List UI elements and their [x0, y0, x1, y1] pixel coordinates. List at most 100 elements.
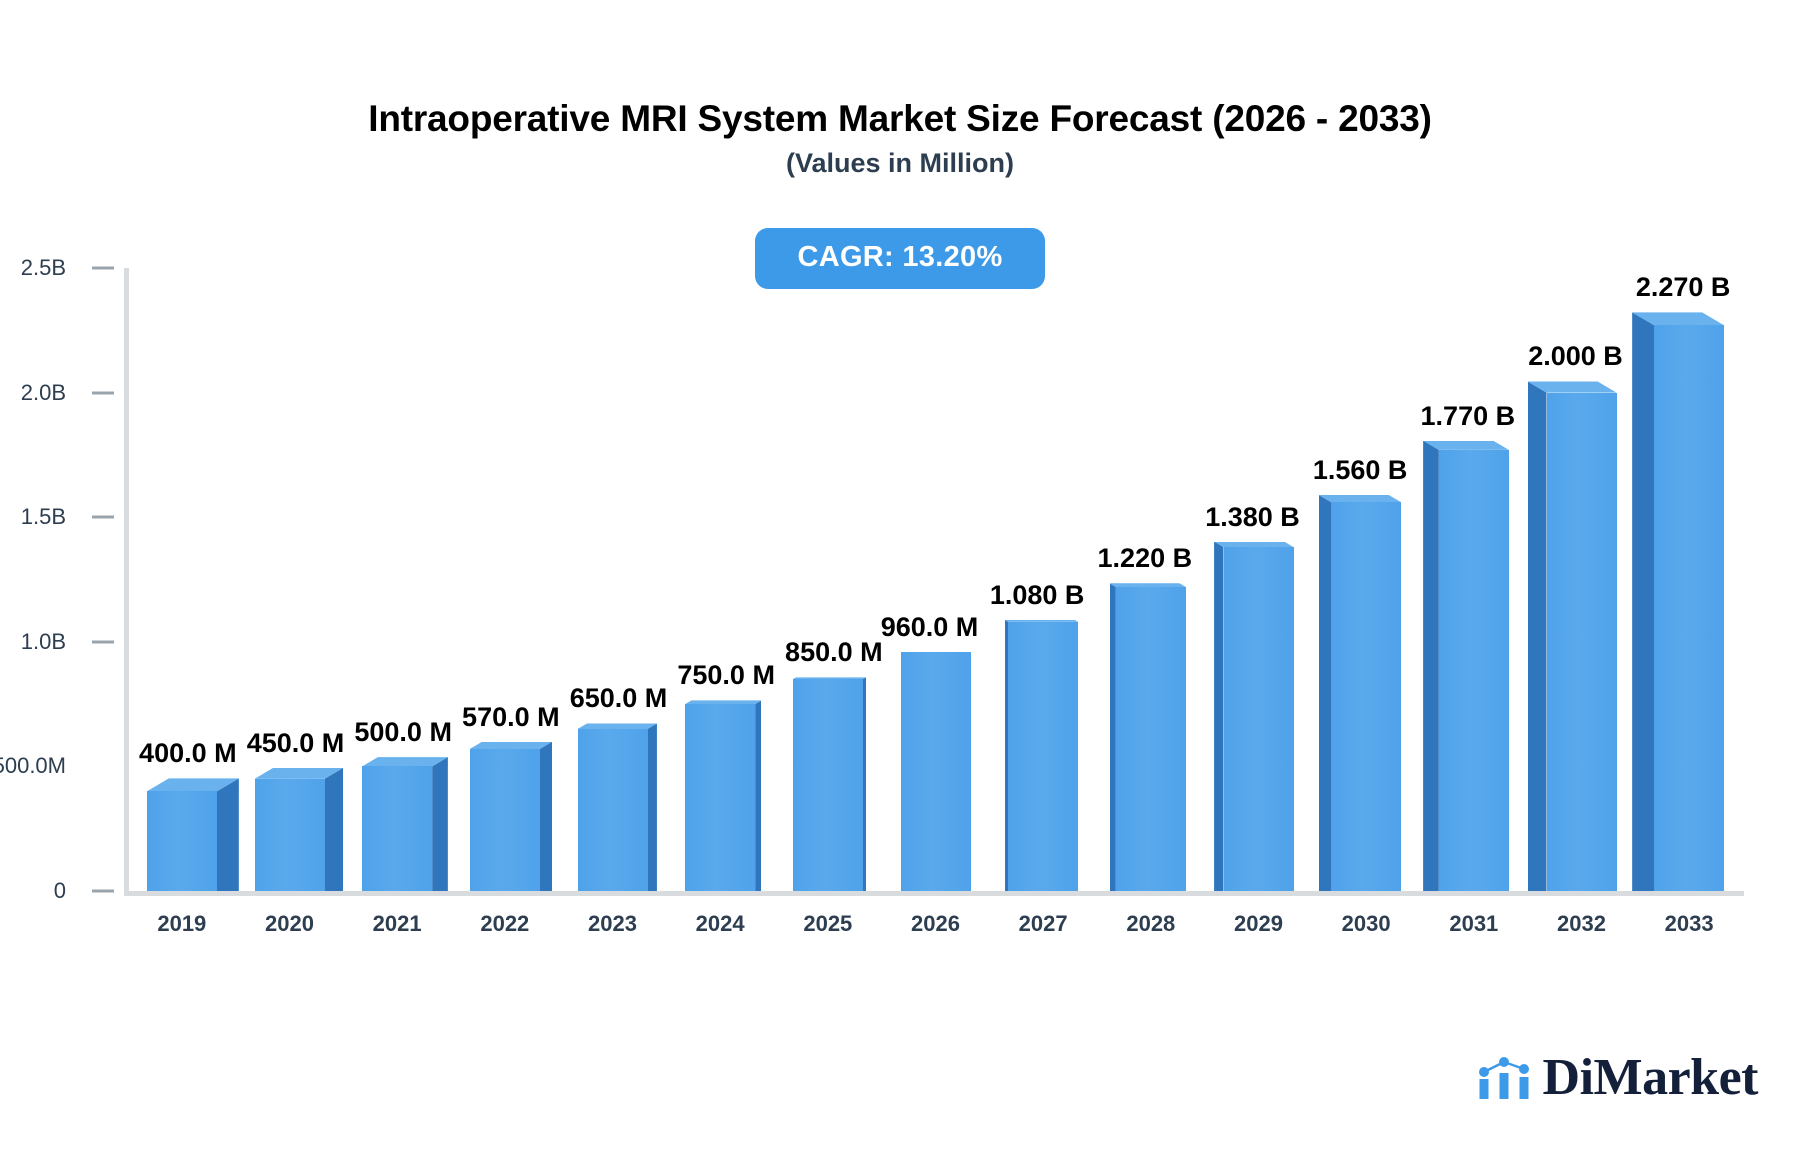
y-axis-tick-label: 0 — [53, 878, 66, 903]
bar-side-face — [1005, 620, 1009, 891]
bar-value-label: 400.0 M — [139, 738, 237, 769]
x-axis-tick-label: 2032 — [1557, 911, 1606, 936]
y-axis-tick-label: 2.5B — [20, 255, 66, 280]
bar-side-face — [432, 757, 448, 891]
bar-side-face — [1109, 583, 1116, 891]
bar-value-label: 650.0 M — [569, 683, 668, 714]
bar-value-label: 1.220 B — [1097, 543, 1193, 574]
bar-column[interactable] — [1005, 620, 1079, 891]
bar-side-face — [1527, 381, 1547, 891]
bar-side-face — [216, 778, 239, 891]
bar-side-face — [862, 677, 866, 891]
y-axis-line — [124, 268, 129, 896]
bar-column[interactable] — [1214, 541, 1294, 891]
bar-top-face — [1632, 312, 1725, 326]
bar-column[interactable] — [1109, 583, 1186, 891]
x-axis-tick-label: 2027 — [1018, 911, 1068, 936]
y-axis-ticks: 0 500.0M 1.0B 1.5B 2.0B 2.5B — [0, 0, 128, 1156]
bar-front-face — [1331, 502, 1402, 891]
bar-front-face — [900, 651, 971, 891]
bar-column[interactable] — [577, 723, 657, 891]
bar-top-face — [685, 700, 762, 705]
x-axis-tick-label: 2022 — [480, 911, 530, 936]
y-axis-tick-mark — [92, 889, 114, 893]
x-axis-tick-label: 2026 — [911, 911, 960, 936]
bar-value-label: 2.000 B — [1528, 341, 1623, 372]
bar-side-face — [1214, 541, 1224, 891]
bar-value-label: 1.380 B — [1205, 501, 1300, 532]
x-axis-tick-label: 2025 — [803, 911, 853, 936]
bar-column[interactable] — [1527, 381, 1617, 891]
y-axis-tick-label: 2.0B — [20, 379, 66, 405]
bar-column[interactable] — [685, 700, 762, 891]
bar-front-face — [1546, 392, 1617, 891]
brand-logo: DiMarket — [1477, 1049, 1759, 1106]
bar-column[interactable] — [469, 741, 553, 891]
y-axis-tick-label: 500.0M — [0, 753, 66, 779]
bar-top-face — [254, 767, 344, 779]
bar-top-face — [577, 723, 657, 730]
x-axis-tick-label: 2030 — [1341, 911, 1391, 936]
x-axis-tick-label: 2024 — [695, 911, 745, 936]
bar-front-face — [577, 729, 648, 891]
chart-title: Intraoperative MRI System Market Size Fo… — [368, 98, 1432, 139]
bar-top-face — [1423, 440, 1509, 450]
x-axis-tick-label: 2033 — [1664, 911, 1714, 936]
bar-column[interactable] — [146, 778, 239, 891]
bar-front-face — [1654, 325, 1725, 891]
cagr-badge-container: CAGR: 13.20% — [0, 228, 1800, 289]
bar-top-face — [469, 741, 553, 749]
bar-front-face — [792, 679, 863, 891]
bar-front-face — [1223, 547, 1294, 891]
bar-front-face — [1115, 586, 1186, 891]
bar-value-label: 750.0 M — [677, 660, 775, 691]
bar-top-face — [792, 677, 866, 680]
x-axis-tick-label: 2020 — [265, 911, 314, 936]
bar-side-face — [324, 767, 344, 891]
cagr-badge: CAGR: 13.20% — [755, 228, 1045, 289]
bar-top-face — [1109, 583, 1186, 587]
bar-side-face — [1318, 494, 1332, 891]
x-axis-tick-label: 2029 — [1234, 911, 1283, 936]
chart-subtitle: (Values in Million) — [785, 148, 1015, 178]
plot-area: 400.0 M 450.0 M 500.0 M 570.0 M 650.0 M 750.0… — [128, 268, 1743, 896]
bar-column[interactable] — [254, 767, 344, 891]
y-axis-tick-mark — [92, 266, 114, 270]
bar-value-label: 500.0 M — [354, 717, 452, 748]
bar-value-label: 960.0 M — [880, 611, 979, 642]
bar-column[interactable] — [1423, 440, 1509, 891]
x-axis-tick-label: 2028 — [1126, 911, 1176, 936]
bar-front-face — [146, 791, 217, 891]
x-axis-line — [124, 891, 1744, 896]
bar-front-face — [469, 748, 540, 891]
x-axis-tick-label: 2019 — [157, 911, 207, 936]
bar-value-label: 570.0 M — [462, 701, 560, 732]
bar-value-label: 1.560 B — [1312, 454, 1408, 485]
bar-column[interactable] — [1632, 312, 1725, 891]
bar-column[interactable] — [792, 677, 866, 891]
bar-top-face — [1318, 494, 1402, 503]
logo-text: DiMarket — [1542, 1049, 1759, 1106]
bar-front-face — [685, 704, 756, 891]
bar-front-face — [1438, 449, 1509, 891]
bar-column[interactable] — [900, 651, 971, 891]
bar-front-face — [1008, 621, 1079, 891]
bar-side-face — [1632, 312, 1655, 891]
y-axis-tick-label: 1.5B — [20, 504, 66, 530]
bar-value-label: 850.0 M — [785, 637, 883, 668]
x-axis-tick-label: 2023 — [588, 911, 637, 936]
y-axis-tick-label: 1.0B — [20, 628, 66, 654]
bar-value-label: 2.270 B — [1635, 272, 1731, 303]
bar-column[interactable] — [362, 757, 448, 891]
bar-chart-icon — [1478, 1057, 1529, 1099]
bar-side-face — [1423, 440, 1439, 891]
bar-column[interactable] — [1318, 494, 1402, 891]
bar-top-face — [362, 757, 448, 767]
bar-top-face — [1005, 620, 1079, 622]
bar-value-label: 450.0 M — [246, 727, 345, 758]
bar-top-face — [1214, 541, 1294, 548]
bar-side-face — [539, 741, 553, 891]
bar-top-face — [1527, 381, 1617, 393]
x-axis-tick-label: 2031 — [1449, 911, 1499, 936]
